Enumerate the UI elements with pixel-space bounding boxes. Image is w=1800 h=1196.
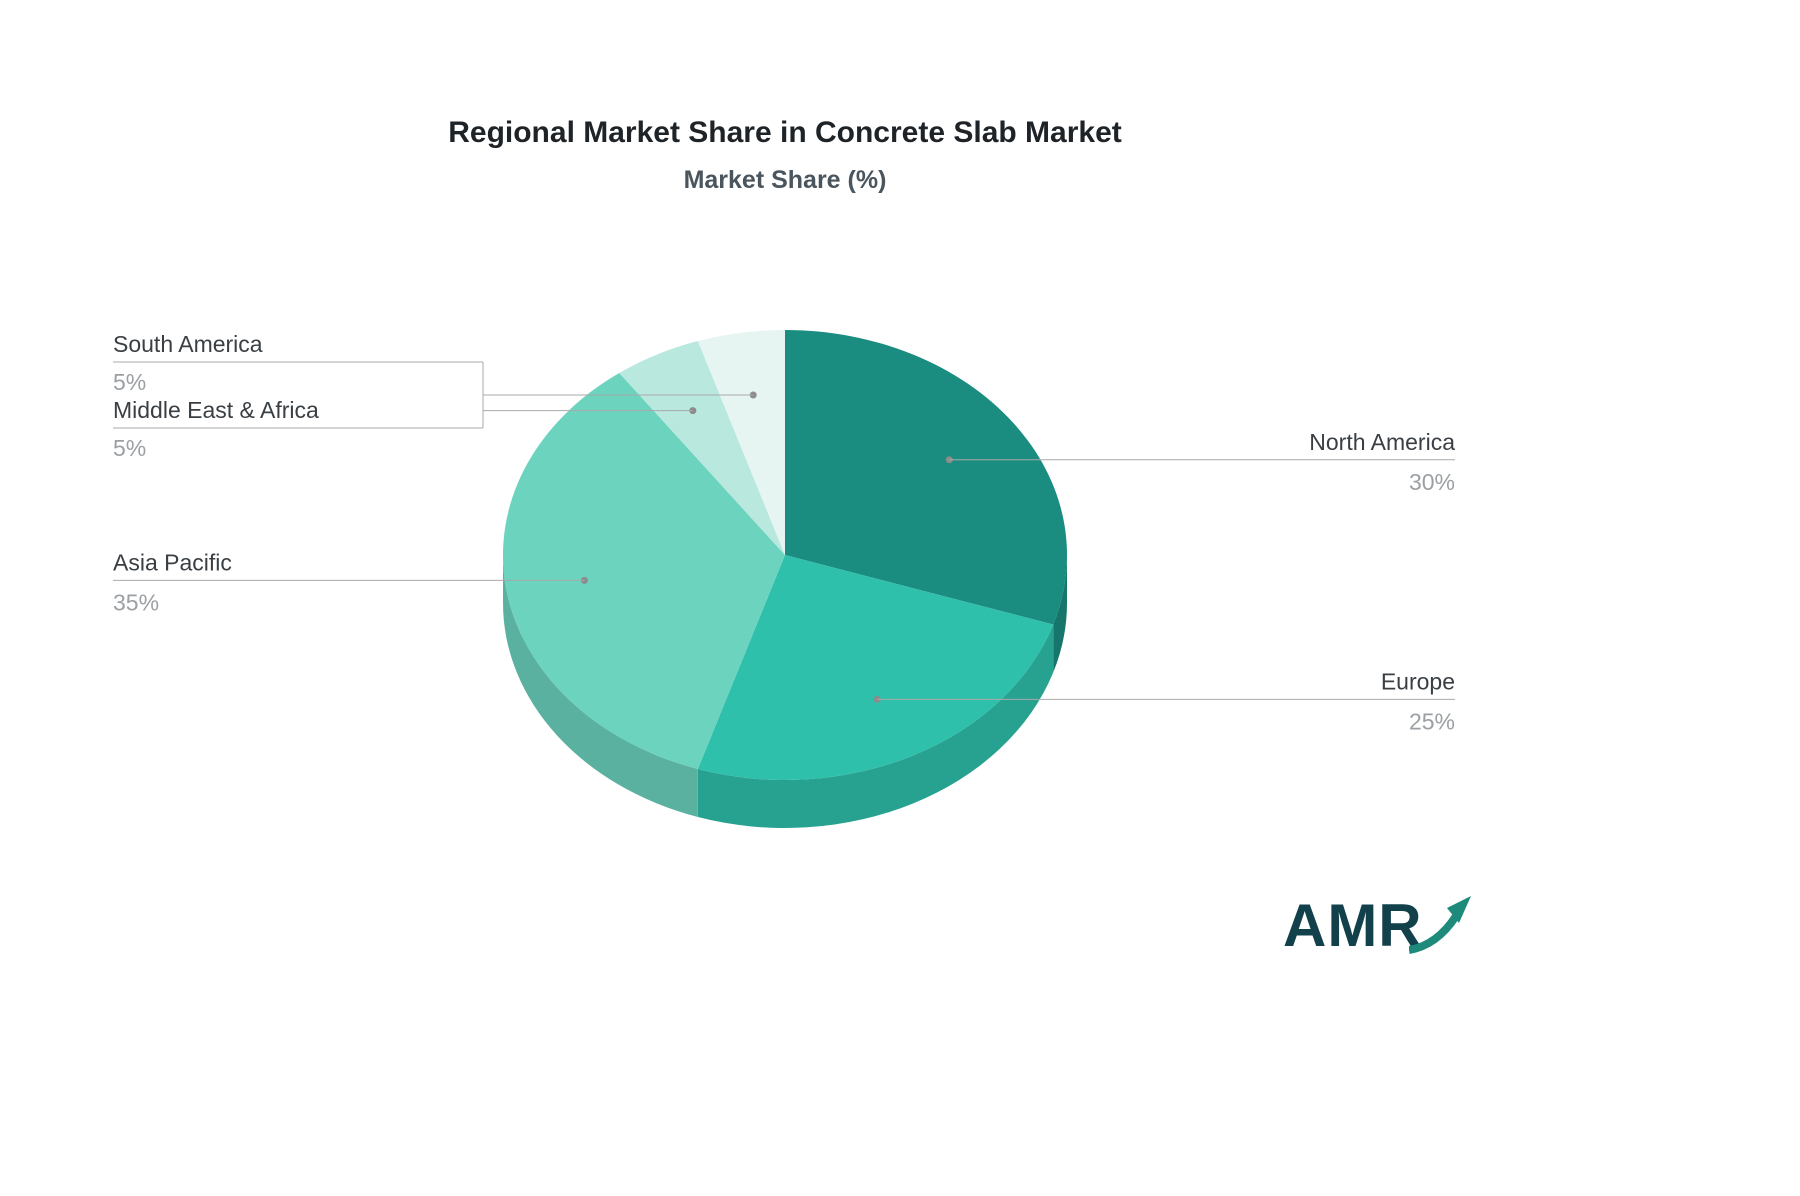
amr-arrow-icon [1408, 896, 1471, 954]
slice-label: Asia Pacific [113, 549, 232, 575]
pie-slice-europe [697, 555, 1054, 781]
slice-label: Europe [1381, 668, 1455, 694]
slice-value: 35% [113, 589, 159, 615]
slice-label: North America [1309, 429, 1455, 455]
chart-subtitle: Market Share (%) [683, 166, 887, 194]
label-group-europe: Europe 25% [873, 668, 1455, 734]
slice-value: 30% [1409, 469, 1455, 495]
label-group-middle-east-africa: Middle East & Africa 5% [113, 397, 697, 461]
chart-title: Regional Market Share in Concrete Slab M… [448, 116, 1122, 149]
label-group-south-america: South America 5% [113, 331, 757, 428]
amr-logo: AMR [1283, 896, 1471, 956]
pie-rim-europe [697, 624, 1054, 828]
slice-label: South America [113, 331, 263, 357]
label-group-north-america: North America 30% [945, 429, 1455, 495]
label-group-asia-pacific: Asia Pacific 35% [113, 549, 588, 615]
pie-slice-south-america [697, 330, 785, 555]
pie-slice-north-america [785, 330, 1068, 625]
slice-value: 5% [113, 435, 146, 461]
chart-header: Regional Market Share in Concrete Slab M… [0, 116, 1570, 195]
amr-logo-text: AMR [1283, 892, 1423, 959]
slice-value: 5% [113, 369, 146, 395]
pie-rim-asia-pacific [503, 555, 698, 817]
slice-label: Middle East & Africa [113, 397, 319, 423]
slice-value: 25% [1409, 708, 1455, 734]
pie-slice-asia-pacific [502, 372, 785, 769]
pie-rim-north-america [1053, 555, 1067, 673]
